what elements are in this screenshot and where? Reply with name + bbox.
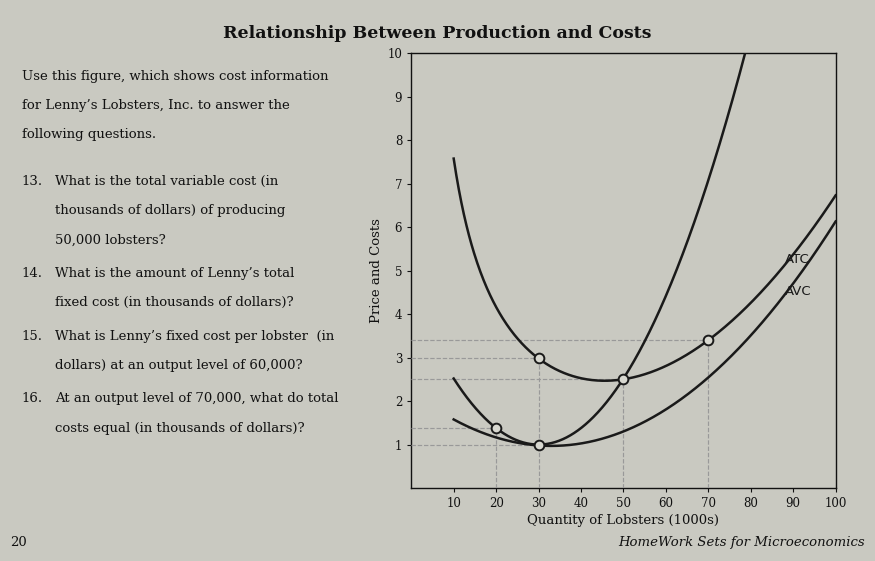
Text: ATC: ATC: [785, 253, 809, 266]
Text: Use this figure, which shows cost information: Use this figure, which shows cost inform…: [22, 70, 328, 83]
Text: fixed cost (in thousands of dollars)?: fixed cost (in thousands of dollars)?: [55, 296, 294, 309]
Text: following questions.: following questions.: [22, 128, 156, 141]
Text: 20: 20: [10, 536, 27, 549]
Text: 50,000 lobsters?: 50,000 lobsters?: [55, 233, 166, 246]
Text: At an output level of 70,000, what do total: At an output level of 70,000, what do to…: [55, 393, 339, 406]
Text: AVC: AVC: [785, 286, 811, 298]
Text: What is the total variable cost (in: What is the total variable cost (in: [55, 175, 278, 188]
Text: 15.: 15.: [22, 330, 43, 343]
Text: 16.: 16.: [22, 393, 43, 406]
Text: What is Lenny’s fixed cost per lobster  (in: What is Lenny’s fixed cost per lobster (…: [55, 330, 334, 343]
X-axis label: Quantity of Lobsters (1000s): Quantity of Lobsters (1000s): [528, 514, 719, 527]
Text: Relationship Between Production and Costs: Relationship Between Production and Cost…: [223, 25, 652, 42]
Text: 14.: 14.: [22, 267, 43, 280]
Text: 13.: 13.: [22, 175, 43, 188]
Text: for Lenny’s Lobsters, Inc. to answer the: for Lenny’s Lobsters, Inc. to answer the: [22, 99, 290, 112]
Text: costs equal (in thousands of dollars)?: costs equal (in thousands of dollars)?: [55, 422, 304, 435]
Text: thousands of dollars) of producing: thousands of dollars) of producing: [55, 204, 285, 217]
Text: HomeWork Sets for Microeconomics: HomeWork Sets for Microeconomics: [618, 536, 864, 549]
Y-axis label: Price and Costs: Price and Costs: [370, 218, 383, 323]
Text: dollars) at an output level of 60,000?: dollars) at an output level of 60,000?: [55, 359, 303, 372]
Text: What is the amount of Lenny’s total: What is the amount of Lenny’s total: [55, 267, 295, 280]
